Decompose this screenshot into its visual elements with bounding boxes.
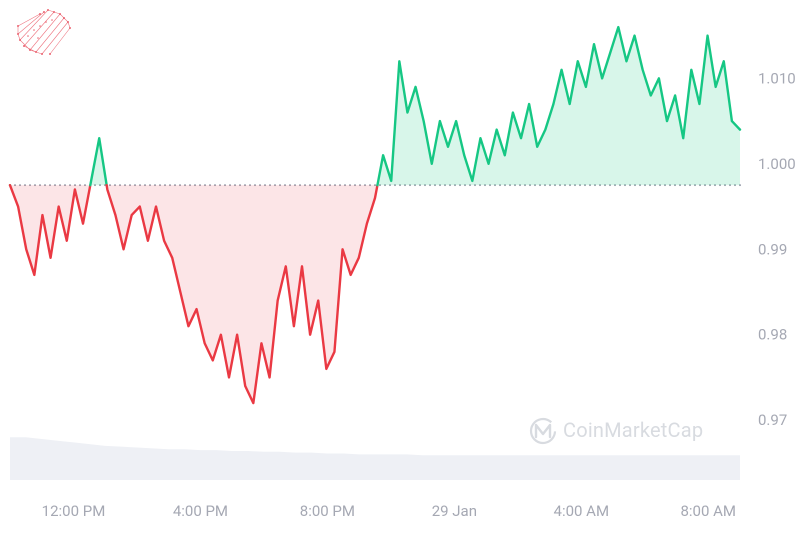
abstract-network-icon: [10, 6, 82, 58]
x-axis-label: 8:00 AM: [680, 502, 736, 520]
y-axis-label: 0.99: [758, 240, 787, 258]
y-axis-label: 1.000: [758, 155, 796, 173]
watermark: CoinMarketCap: [526, 414, 703, 447]
x-axis-label: 8:00 PM: [300, 502, 355, 520]
x-axis-label: 4:00 PM: [173, 502, 228, 520]
y-axis-label: 0.98: [758, 326, 787, 344]
y-axis-label: 1.010: [758, 69, 796, 87]
chart-svg: 1.010 1.000 0.99 0.98 0.97 12:00 PM 4:00 PM 8:0…: [0, 0, 800, 533]
price-chart: 1.010 1.000 0.99 0.98 0.97 12:00 PM 4:00 PM 8:0…: [0, 0, 800, 533]
x-axis-label: 29 Jan: [432, 502, 477, 520]
x-axis-label: 12:00 PM: [42, 502, 106, 520]
volume-area: [10, 437, 740, 480]
y-axis-label: 0.97: [758, 411, 787, 429]
watermark-text: CoinMarketCap: [563, 418, 703, 442]
x-axis-label: 4:00 AM: [554, 502, 610, 520]
